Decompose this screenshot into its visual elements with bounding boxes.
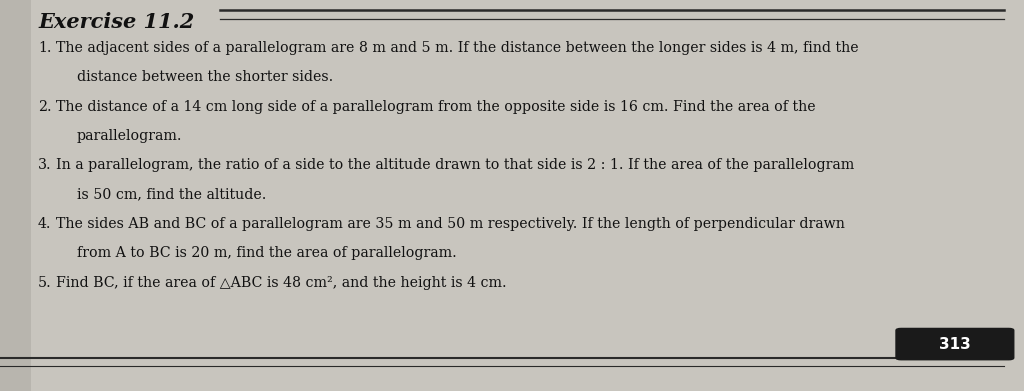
Text: Find BC, if the area of △ABC is 48 cm², and the height is 4 cm.: Find BC, if the area of △ABC is 48 cm², … [56,276,507,290]
Text: Exercise 11.2: Exercise 11.2 [39,12,196,32]
Text: 5.: 5. [38,276,51,290]
Text: The sides AB and BC of a parallelogram are 35 m and 50 m respectively. If the le: The sides AB and BC of a parallelogram a… [56,217,845,231]
Bar [0,0,31,391]
Text: parallelogram.: parallelogram. [77,129,182,143]
Text: 313: 313 [939,337,971,352]
Text: The adjacent sides of a parallelogram are 8 m and 5 m. If the distance between t: The adjacent sides of a parallelogram ar… [56,41,859,55]
FancyBboxPatch shape [896,328,1014,360]
Text: from A to BC is 20 m, find the area of parallelogram.: from A to BC is 20 m, find the area of p… [77,246,457,260]
Text: 1.: 1. [38,41,51,55]
Text: distance between the shorter sides.: distance between the shorter sides. [77,70,333,84]
Text: is 50 cm, find the altitude.: is 50 cm, find the altitude. [77,188,266,202]
Text: 2.: 2. [38,100,51,114]
Text: 3.: 3. [38,158,51,172]
Text: The distance of a 14 cm long side of a parallelogram from the opposite side is 1: The distance of a 14 cm long side of a p… [56,100,816,114]
Text: 4.: 4. [38,217,51,231]
Text: In a parallelogram, the ratio of a side to the altitude drawn to that side is 2 : In a parallelogram, the ratio of a side … [56,158,855,172]
